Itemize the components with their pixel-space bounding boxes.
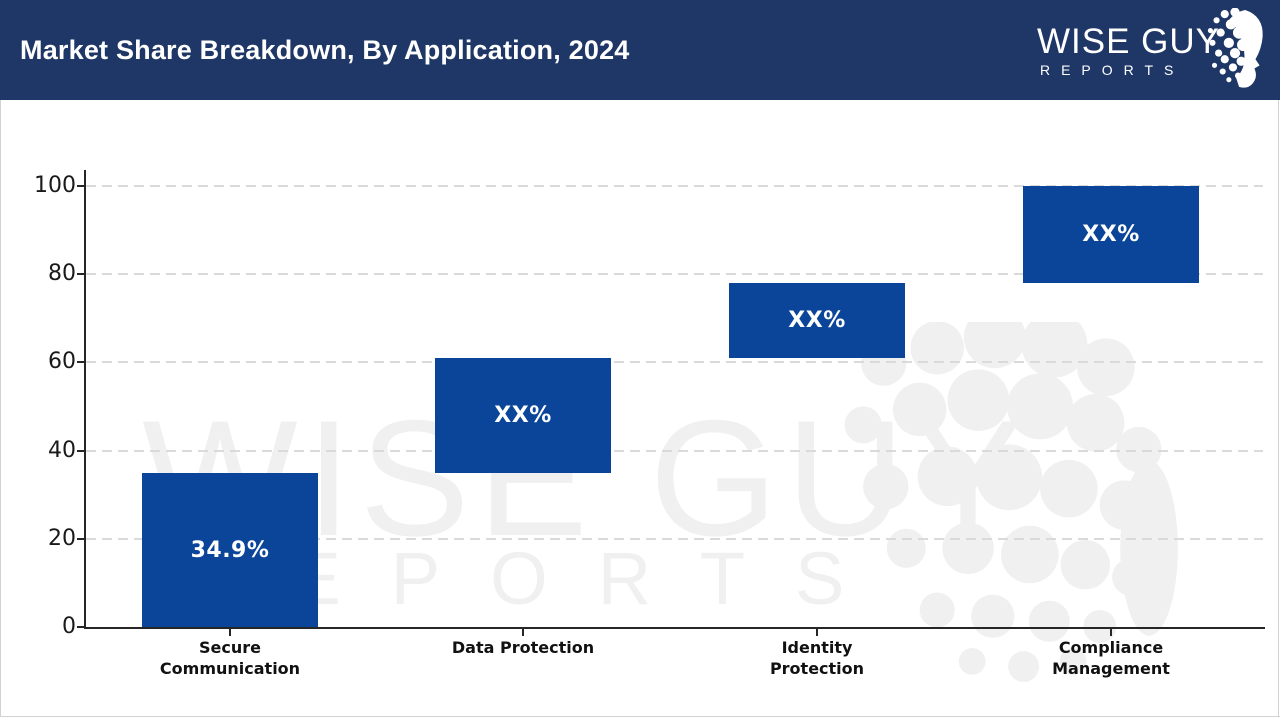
y-tick-label: 80 — [48, 261, 76, 286]
category-label-line: Communication — [159, 659, 301, 678]
watermark-head-icon — [844, 322, 1178, 682]
gridline-y80 — [86, 273, 1263, 275]
x-tick-mark — [229, 629, 231, 636]
header: Market Share Breakdown, By Application, … — [0, 0, 1280, 100]
bar-3: XX% — [729, 283, 905, 358]
category-label-line: Protection — [769, 659, 865, 678]
category-label-line: Compliance — [1058, 638, 1164, 657]
bar-value-label: XX% — [1082, 222, 1140, 247]
dotted-head-icon — [1207, 8, 1263, 88]
left-border — [0, 100, 1, 717]
x-tick-mark — [1110, 629, 1112, 636]
category-label-line: Secure — [199, 638, 261, 657]
y-tick-label: 20 — [48, 526, 76, 551]
y-tick-label: 0 — [62, 614, 76, 639]
bar-value-label: XX% — [788, 308, 846, 333]
y-tick-mark — [77, 538, 84, 540]
y-tick-mark — [77, 450, 84, 452]
gridline-y40 — [86, 450, 1263, 452]
brand-logo: WISE GUY REPORTS — [1037, 8, 1266, 92]
y-tick-label: 60 — [48, 349, 76, 374]
category-label-line: Management — [1052, 659, 1170, 678]
y-tick-label: 100 — [34, 173, 76, 198]
y-tick-mark — [77, 273, 84, 275]
y-tick-label: 40 — [48, 438, 76, 463]
category-label-line: Data Protection — [451, 638, 595, 657]
category-label-line: Identity — [781, 638, 853, 657]
logo-sub-text: REPORTS — [1039, 61, 1185, 78]
bar-4: XX% — [1023, 186, 1199, 283]
y-tick-mark — [77, 185, 84, 187]
page-title: Market Share Breakdown, By Application, … — [20, 34, 630, 65]
category-label: Secure Communication — [80, 637, 380, 679]
right-border — [1278, 100, 1279, 717]
category-label: Compliance Management — [961, 637, 1261, 679]
x-tick-mark — [816, 629, 818, 636]
bar-2: XX% — [435, 358, 611, 473]
gridline-y60 — [86, 361, 1263, 363]
logo-wordmark: WISE GUY REPORTS — [1037, 24, 1220, 77]
x-axis-line — [84, 627, 1265, 629]
gridline-y100 — [86, 185, 1263, 187]
category-label: Identity Protection — [667, 637, 967, 679]
x-tick-mark — [522, 629, 524, 636]
gridline-y20 — [86, 538, 1263, 540]
y-tick-mark — [77, 361, 84, 363]
y-axis-line — [84, 170, 86, 629]
logo-name-text: WISE GUY — [1036, 21, 1220, 61]
bar-value-label: XX% — [494, 403, 552, 428]
bar-value-label: 34.9% — [190, 537, 270, 563]
y-tick-mark — [77, 626, 84, 628]
bar-1: 34.9% — [142, 473, 318, 627]
bottom-border — [0, 716, 1280, 717]
chart-area: WISE GUY REPORTS 0 20 40 60 80 100 34.9% Secure… — [0, 100, 1280, 720]
category-label: Data Protection — [373, 637, 673, 658]
